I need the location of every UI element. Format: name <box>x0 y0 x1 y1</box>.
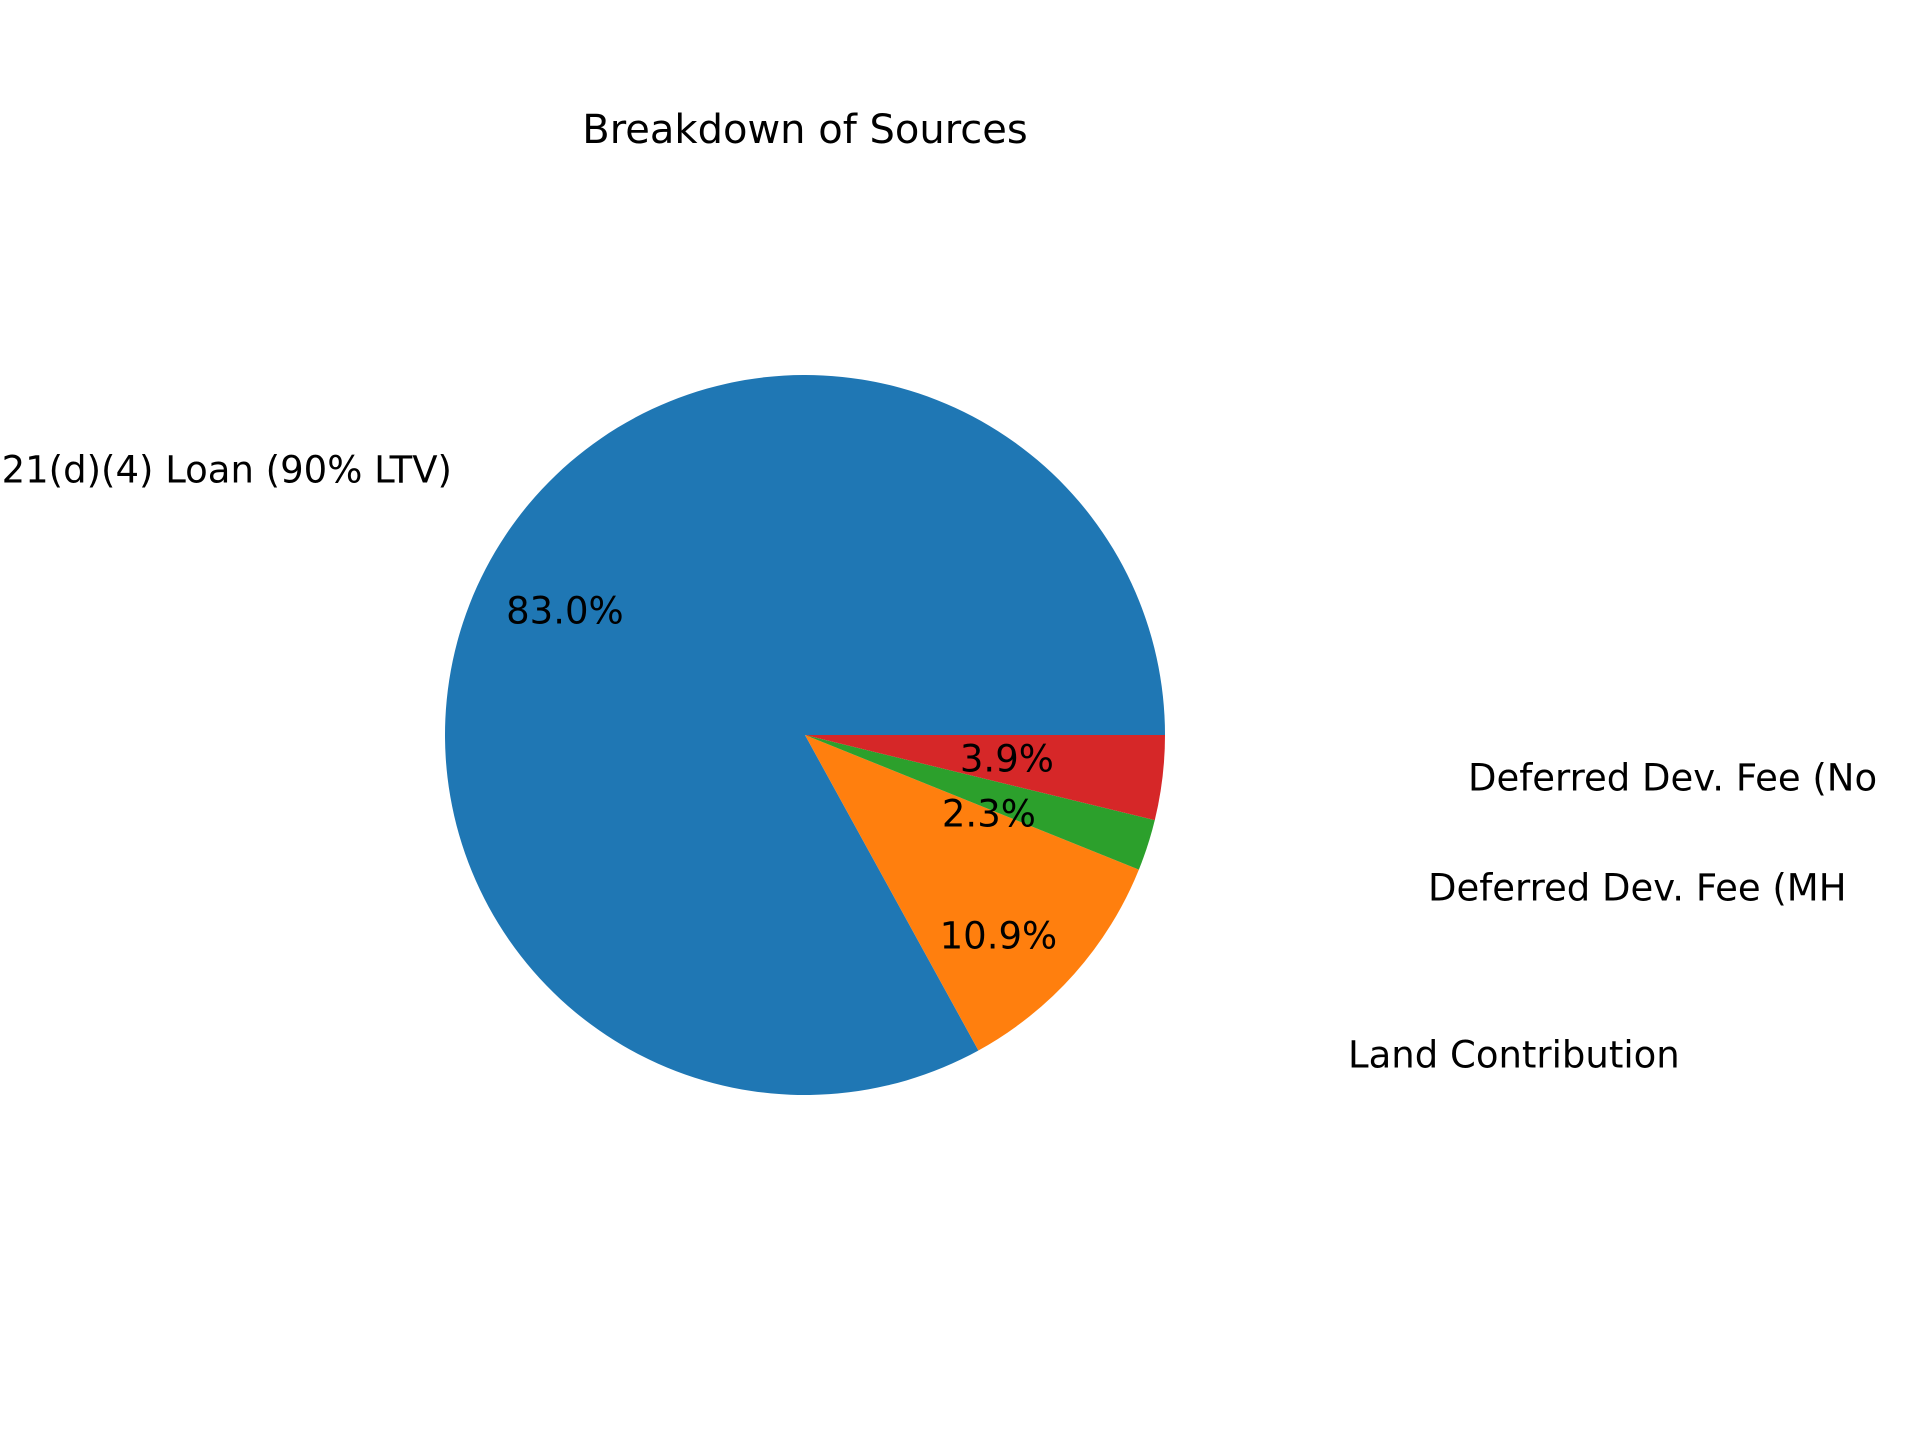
pie-svg <box>445 374 1165 1095</box>
slice-category-label-3: Deferred Dev. Fee (No <box>1468 756 1878 800</box>
slice-percent-label-2: 2.3% <box>941 792 1036 836</box>
pie-slice-1 <box>805 735 1139 1051</box>
slice-category-label-2: Deferred Dev. Fee (MH <box>1428 866 1847 910</box>
chart-title: Breakdown of Sources <box>582 107 1028 153</box>
pie-slice-0 <box>445 374 1165 1095</box>
slice-percent-label-0: 83.0% <box>506 589 624 633</box>
slice-percent-label-3: 3.9% <box>959 737 1054 781</box>
slice-category-label-0: D 221(d)(4) Loan (90% LTV) <box>0 448 452 492</box>
pie-slice-2 <box>805 735 1155 870</box>
pie-plot-area <box>445 374 1165 1095</box>
slice-percent-label-1: 10.9% <box>939 914 1058 958</box>
pie-slice-group <box>445 374 1165 1095</box>
pie-slice-3 <box>805 735 1165 821</box>
slice-category-label-1: Land Contribution <box>1348 1033 1680 1077</box>
